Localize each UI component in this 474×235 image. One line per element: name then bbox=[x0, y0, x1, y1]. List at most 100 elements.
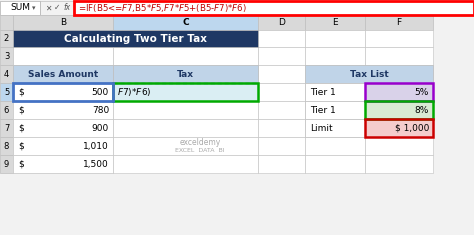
Text: 8%: 8% bbox=[415, 106, 429, 115]
Bar bbox=[0, 101, 13, 119]
Text: ✕: ✕ bbox=[45, 3, 51, 12]
Text: 7: 7 bbox=[4, 124, 9, 133]
Text: 5: 5 bbox=[4, 88, 9, 97]
Text: 1,500: 1,500 bbox=[83, 160, 109, 169]
Bar bbox=[258, 83, 305, 101]
Text: 500: 500 bbox=[92, 88, 109, 97]
Text: Limit: Limit bbox=[310, 124, 333, 133]
Text: 5%: 5% bbox=[415, 88, 429, 97]
Bar bbox=[13, 30, 113, 47]
Bar bbox=[365, 83, 433, 101]
Bar bbox=[13, 30, 258, 47]
Bar bbox=[0, 47, 13, 65]
Bar bbox=[0, 15, 13, 30]
Bar bbox=[365, 83, 433, 101]
Bar bbox=[113, 83, 258, 101]
Bar bbox=[113, 101, 258, 119]
Text: 3: 3 bbox=[4, 52, 9, 61]
Text: $: $ bbox=[18, 160, 24, 169]
Text: Tier 1: Tier 1 bbox=[310, 88, 336, 97]
Text: 1,010: 1,010 bbox=[83, 142, 109, 151]
Text: Tax: Tax bbox=[177, 70, 194, 79]
Bar bbox=[113, 83, 258, 101]
Bar bbox=[305, 119, 365, 137]
Text: $: $ bbox=[18, 142, 24, 151]
Bar bbox=[258, 15, 305, 30]
Bar bbox=[305, 15, 365, 30]
Bar bbox=[0, 65, 13, 83]
Bar bbox=[0, 137, 13, 155]
Bar bbox=[365, 101, 433, 119]
Bar bbox=[258, 65, 305, 83]
Text: D: D bbox=[278, 18, 285, 27]
Bar bbox=[113, 65, 258, 83]
Text: ▾: ▾ bbox=[32, 5, 36, 11]
Text: $: $ bbox=[18, 106, 24, 115]
Bar bbox=[365, 137, 433, 155]
Bar bbox=[40, 1, 41, 15]
Bar bbox=[365, 119, 433, 137]
Bar bbox=[74, 1, 474, 15]
Bar bbox=[0, 30, 13, 47]
Bar bbox=[305, 119, 365, 137]
Bar bbox=[258, 101, 305, 119]
Bar bbox=[113, 155, 258, 173]
Bar bbox=[258, 30, 305, 47]
Bar bbox=[13, 47, 113, 65]
Bar bbox=[0, 119, 13, 137]
Text: Tier 1: Tier 1 bbox=[310, 106, 336, 115]
Text: exceldemy: exceldemy bbox=[179, 138, 220, 147]
Text: $F$7)*$F$6): $F$7)*$F$6) bbox=[117, 86, 152, 98]
Text: $: $ bbox=[18, 88, 24, 97]
Text: 4: 4 bbox=[4, 70, 9, 79]
Text: 6: 6 bbox=[4, 106, 9, 115]
Bar bbox=[13, 65, 113, 83]
Text: Calculating Two Tier Tax: Calculating Two Tier Tax bbox=[64, 34, 207, 43]
Text: 780: 780 bbox=[92, 106, 109, 115]
Bar bbox=[113, 15, 258, 30]
Bar bbox=[13, 155, 113, 173]
Text: ✓: ✓ bbox=[54, 3, 60, 12]
Text: B: B bbox=[60, 18, 66, 27]
Bar bbox=[13, 65, 113, 83]
Bar bbox=[305, 155, 365, 173]
Bar bbox=[305, 137, 365, 155]
Text: fx: fx bbox=[64, 3, 71, 12]
Bar bbox=[305, 83, 365, 101]
Bar bbox=[305, 83, 365, 101]
Bar bbox=[0, 83, 13, 101]
Text: E: E bbox=[332, 18, 338, 27]
Text: 8: 8 bbox=[4, 142, 9, 151]
Bar bbox=[13, 155, 113, 173]
Bar bbox=[305, 30, 365, 47]
Bar bbox=[365, 30, 433, 47]
Text: SUM: SUM bbox=[10, 3, 30, 12]
Bar bbox=[305, 101, 365, 119]
Bar bbox=[365, 119, 433, 137]
Text: 2: 2 bbox=[4, 34, 9, 43]
Bar bbox=[365, 101, 433, 119]
Text: Sales Amount: Sales Amount bbox=[28, 70, 98, 79]
Bar bbox=[365, 47, 433, 65]
Text: Tax List: Tax List bbox=[350, 70, 388, 79]
Bar bbox=[305, 101, 365, 119]
Text: =IF(B5<=$F$7,B5*$F$5,$F$7*$F$5+(B5-$F$7)*$F$6): =IF(B5<=$F$7,B5*$F$5,$F$7*$F$5+(B5-$F$7)… bbox=[78, 2, 247, 14]
Bar bbox=[305, 47, 365, 65]
Bar bbox=[365, 15, 433, 30]
Bar bbox=[0, 155, 13, 173]
Bar bbox=[113, 47, 258, 65]
Bar bbox=[13, 119, 113, 137]
Bar bbox=[0, 1, 474, 15]
Bar bbox=[13, 137, 113, 155]
Bar bbox=[258, 47, 305, 65]
Bar bbox=[13, 119, 113, 137]
Bar bbox=[365, 65, 433, 83]
Text: 900: 900 bbox=[92, 124, 109, 133]
Bar bbox=[365, 83, 433, 101]
Bar bbox=[13, 83, 113, 101]
Bar bbox=[305, 65, 433, 83]
Bar bbox=[365, 155, 433, 173]
Bar bbox=[13, 83, 113, 101]
Bar bbox=[113, 30, 258, 47]
Text: C: C bbox=[182, 18, 189, 27]
